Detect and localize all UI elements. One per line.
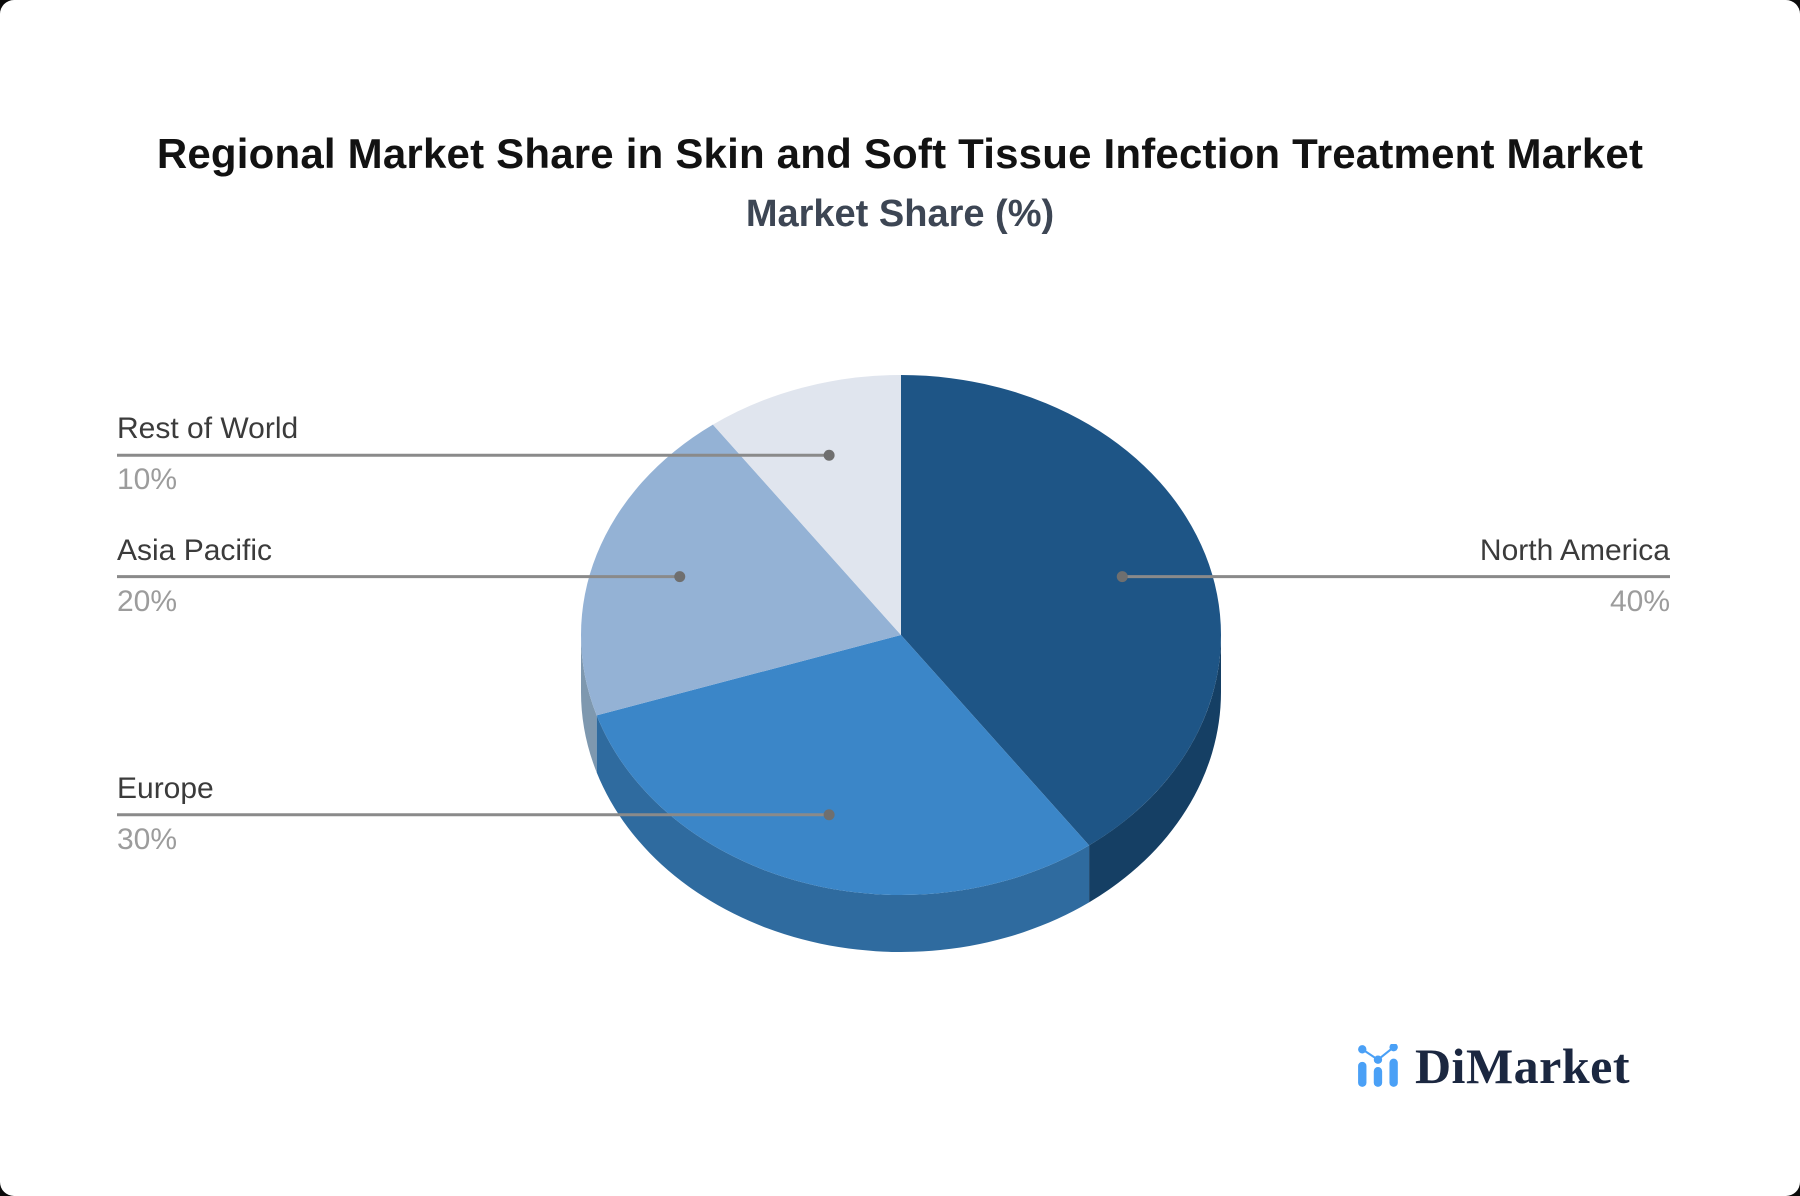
pie-side-north-america [1089, 635, 1221, 903]
bar-line-chart-icon [1358, 1044, 1398, 1087]
pie-slice-asia-pacific [581, 424, 901, 716]
brand-logo-text: DiMarket [1414, 1038, 1630, 1094]
leader-dot-europe [823, 809, 835, 821]
chart-subtitle: Market Share (%) [745, 193, 1055, 235]
pie-slice-north-america [901, 375, 1221, 846]
pie-side-asia-pacific [581, 635, 597, 773]
pie-side-europe [596, 715, 1090, 953]
slice-pct-asia-pacific: 20% [117, 584, 178, 618]
pie-slice-europe [596, 635, 1090, 895]
slice-label-asia-pacific: Asia Pacific [117, 533, 273, 567]
pie-slice-rest-of-world [712, 375, 901, 635]
leader-dot-rest-of-world [823, 449, 835, 461]
slice-pct-europe: 30% [117, 822, 178, 856]
leader-dot-north-america [1116, 571, 1128, 583]
slice-label-rest-of-world: Rest of World [117, 412, 299, 446]
brand-logo: DiMarket [1356, 1040, 1630, 1092]
slice-label-north-america: North America [1479, 533, 1670, 567]
slice-pct-rest-of-world: 10% [117, 463, 178, 497]
slice-label-europe: Europe [117, 771, 214, 805]
slice-pct-north-america: 40% [1609, 584, 1670, 618]
leader-dot-asia-pacific [674, 571, 686, 583]
chart-title: Regional Market Share in Skin and Soft T… [156, 130, 1644, 177]
